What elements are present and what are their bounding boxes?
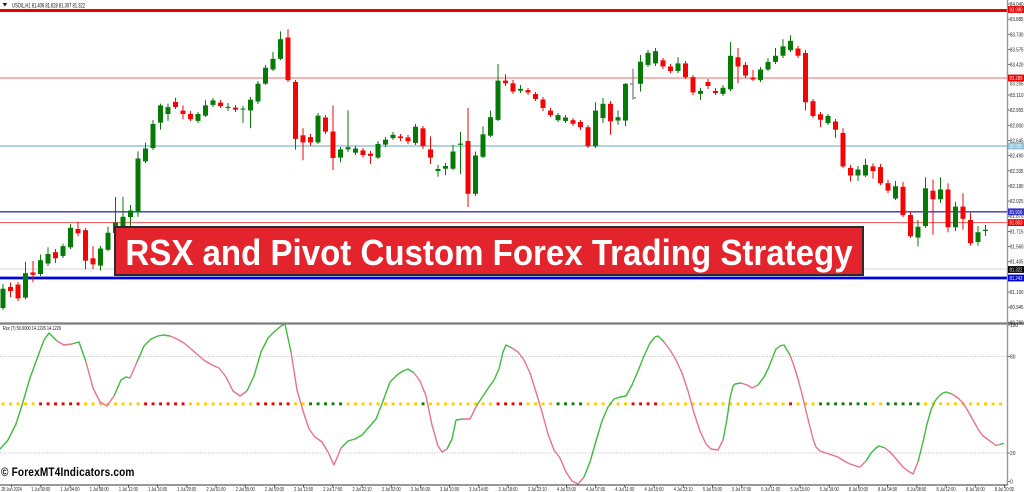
svg-text:3 Jul 18:00: 3 Jul 18:00 — [499, 487, 518, 492]
svg-text:82.645: 82.645 — [1010, 138, 1024, 144]
svg-text:5 Jul 15:00: 5 Jul 15:00 — [791, 487, 810, 492]
svg-text:81.322: 81.322 — [1010, 268, 1023, 274]
svg-text:4 Jul 07:00: 4 Jul 07:00 — [586, 487, 605, 492]
svg-text:8 Jul 04:00: 8 Jul 04:00 — [878, 487, 897, 492]
svg-text:83.730: 83.730 — [1010, 32, 1024, 38]
svg-text:2 Jul 13:00: 2 Jul 13:00 — [294, 487, 313, 492]
svg-text:2 Jul 01:00: 2 Jul 01:00 — [207, 487, 226, 492]
svg-text:83.575: 83.575 — [1010, 48, 1024, 54]
svg-text:4 Jul 11:00: 4 Jul 11:00 — [615, 487, 634, 492]
svg-text:3 Jul 10:00: 3 Jul 10:00 — [440, 487, 459, 492]
svg-text:0: 0 — [1010, 480, 1013, 486]
svg-text:82.800: 82.800 — [1010, 123, 1024, 129]
svg-text:83.885: 83.885 — [1010, 17, 1024, 23]
svg-text:80: 80 — [1010, 355, 1016, 361]
svg-text:82.025: 82.025 — [1010, 199, 1024, 205]
svg-text:28 Jun 2024: 28 Jun 2024 — [1, 487, 22, 492]
svg-text:83.265: 83.265 — [1010, 81, 1024, 87]
svg-text:3 Jul 14:00: 3 Jul 14:00 — [469, 487, 488, 492]
svg-text:4 Jul 03:00: 4 Jul 03:00 — [557, 487, 576, 492]
svg-text:2 Jul 17:00: 2 Jul 17:00 — [323, 487, 342, 492]
svg-text:81.560: 81.560 — [1010, 245, 1024, 251]
svg-text:81.100: 81.100 — [1010, 290, 1024, 296]
svg-text:83.110: 83.110 — [1010, 93, 1024, 99]
svg-text:81.243: 81.243 — [1010, 276, 1023, 282]
svg-text:100: 100 — [1010, 323, 1018, 329]
svg-text:3 Jul 06:00: 3 Jul 06:00 — [411, 487, 430, 492]
svg-text:USOIL,H1 81.406 81.628 81.307: USOIL,H1 81.406 81.628 81.307 81.322 — [12, 3, 85, 10]
svg-text:83.420: 83.420 — [1010, 63, 1024, 69]
svg-text:5 Jul 11:00: 5 Jul 11:00 — [761, 487, 780, 492]
svg-text:82.955: 82.955 — [1010, 108, 1024, 114]
svg-text:1 Jul 20:00: 1 Jul 20:00 — [177, 487, 196, 492]
svg-text:83.990: 83.990 — [1010, 8, 1023, 14]
svg-text:82.490: 82.490 — [1010, 154, 1024, 160]
svg-text:82.335: 82.335 — [1010, 169, 1024, 175]
svg-text:82.180: 82.180 — [1010, 184, 1024, 190]
svg-text:80.790: 80.790 — [1010, 320, 1024, 326]
svg-text:5 Jul 07:00: 5 Jul 07:00 — [732, 487, 751, 492]
svg-text:8 Jul 00:00: 8 Jul 00:00 — [849, 487, 868, 492]
svg-text:84.040: 84.040 — [1010, 2, 1024, 8]
svg-text:8 Jul 20:00: 8 Jul 20:00 — [995, 487, 1014, 492]
svg-text:81.870: 81.870 — [1010, 214, 1024, 220]
svg-text:83.289: 83.289 — [1010, 76, 1023, 82]
svg-text:81.803: 81.803 — [1010, 221, 1023, 227]
svg-text:8 Jul 16:00: 8 Jul 16:00 — [966, 487, 985, 492]
svg-text:3 Jul 23:10: 3 Jul 23:10 — [528, 487, 547, 492]
svg-text:80.945: 80.945 — [1010, 305, 1024, 311]
svg-text:4 Jul 15:00: 4 Jul 15:00 — [645, 487, 664, 492]
svg-text:8 Jul 12:00: 8 Jul 12:00 — [937, 487, 956, 492]
svg-text:Rsx (7) 50.0000 14.1226 14.122: Rsx (7) 50.0000 14.1226 14.1226 — [3, 326, 61, 332]
svg-text:2 Jul 09:00: 2 Jul 09:00 — [265, 487, 284, 492]
svg-text:1 Jul 04:00: 1 Jul 04:00 — [61, 487, 80, 492]
svg-text:81.715: 81.715 — [1010, 229, 1024, 235]
svg-text:20: 20 — [1010, 451, 1016, 457]
svg-text:3 Jul 02:00: 3 Jul 02:00 — [382, 487, 401, 492]
svg-text:81.405: 81.405 — [1010, 260, 1024, 266]
svg-text:1 Jul 08:00: 1 Jul 08:00 — [90, 487, 109, 492]
svg-text:2 Jul 05:00: 2 Jul 05:00 — [236, 487, 255, 492]
svg-text:2 Jul 22:10: 2 Jul 22:10 — [353, 487, 372, 492]
svg-text:5 Jul 19:00: 5 Jul 19:00 — [820, 487, 839, 492]
svg-text:81.916: 81.916 — [1010, 210, 1023, 216]
svg-text:1 Jul 12:00: 1 Jul 12:00 — [119, 487, 138, 492]
svg-text:82.589: 82.589 — [1010, 144, 1023, 150]
svg-text:4 Jul 23:10: 4 Jul 23:10 — [674, 487, 693, 492]
svg-text:1 Jul 00:00: 1 Jul 00:00 — [31, 487, 50, 492]
svg-text:5 Jul 03:00: 5 Jul 03:00 — [703, 487, 722, 492]
svg-text:8 Jul 08:00: 8 Jul 08:00 — [907, 487, 926, 492]
svg-text:1 Jul 16:00: 1 Jul 16:00 — [148, 487, 167, 492]
